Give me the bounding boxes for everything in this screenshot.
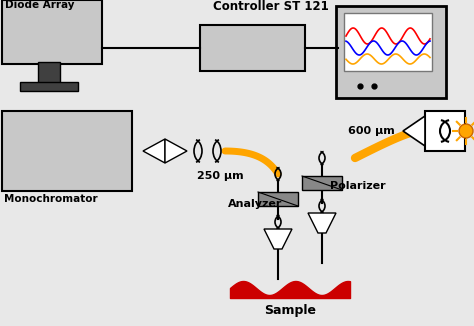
Text: 250 μm: 250 μm: [197, 171, 243, 181]
Bar: [425, 111, 465, 151]
Text: Sample: Sample: [264, 304, 316, 317]
Text: Polarizer: Polarizer: [330, 181, 386, 191]
Bar: [38, 62, 60, 84]
Bar: [200, 25, 305, 71]
Text: Controller ST 121: Controller ST 121: [213, 0, 329, 13]
Polygon shape: [143, 139, 165, 163]
Bar: [20, 82, 78, 91]
Polygon shape: [258, 192, 298, 206]
Bar: [2, 0, 102, 64]
Text: Analyzer: Analyzer: [228, 199, 283, 209]
Polygon shape: [308, 213, 336, 233]
Circle shape: [459, 124, 473, 138]
Polygon shape: [264, 229, 292, 249]
Text: Monochromator: Monochromator: [4, 194, 98, 204]
Bar: [2, 111, 132, 191]
Text: Diode Array: Diode Array: [5, 0, 74, 10]
Bar: [336, 6, 446, 98]
Text: 600 μm: 600 μm: [348, 126, 395, 136]
Polygon shape: [165, 139, 187, 163]
Bar: [344, 13, 432, 71]
Polygon shape: [403, 116, 425, 146]
Polygon shape: [302, 176, 342, 190]
